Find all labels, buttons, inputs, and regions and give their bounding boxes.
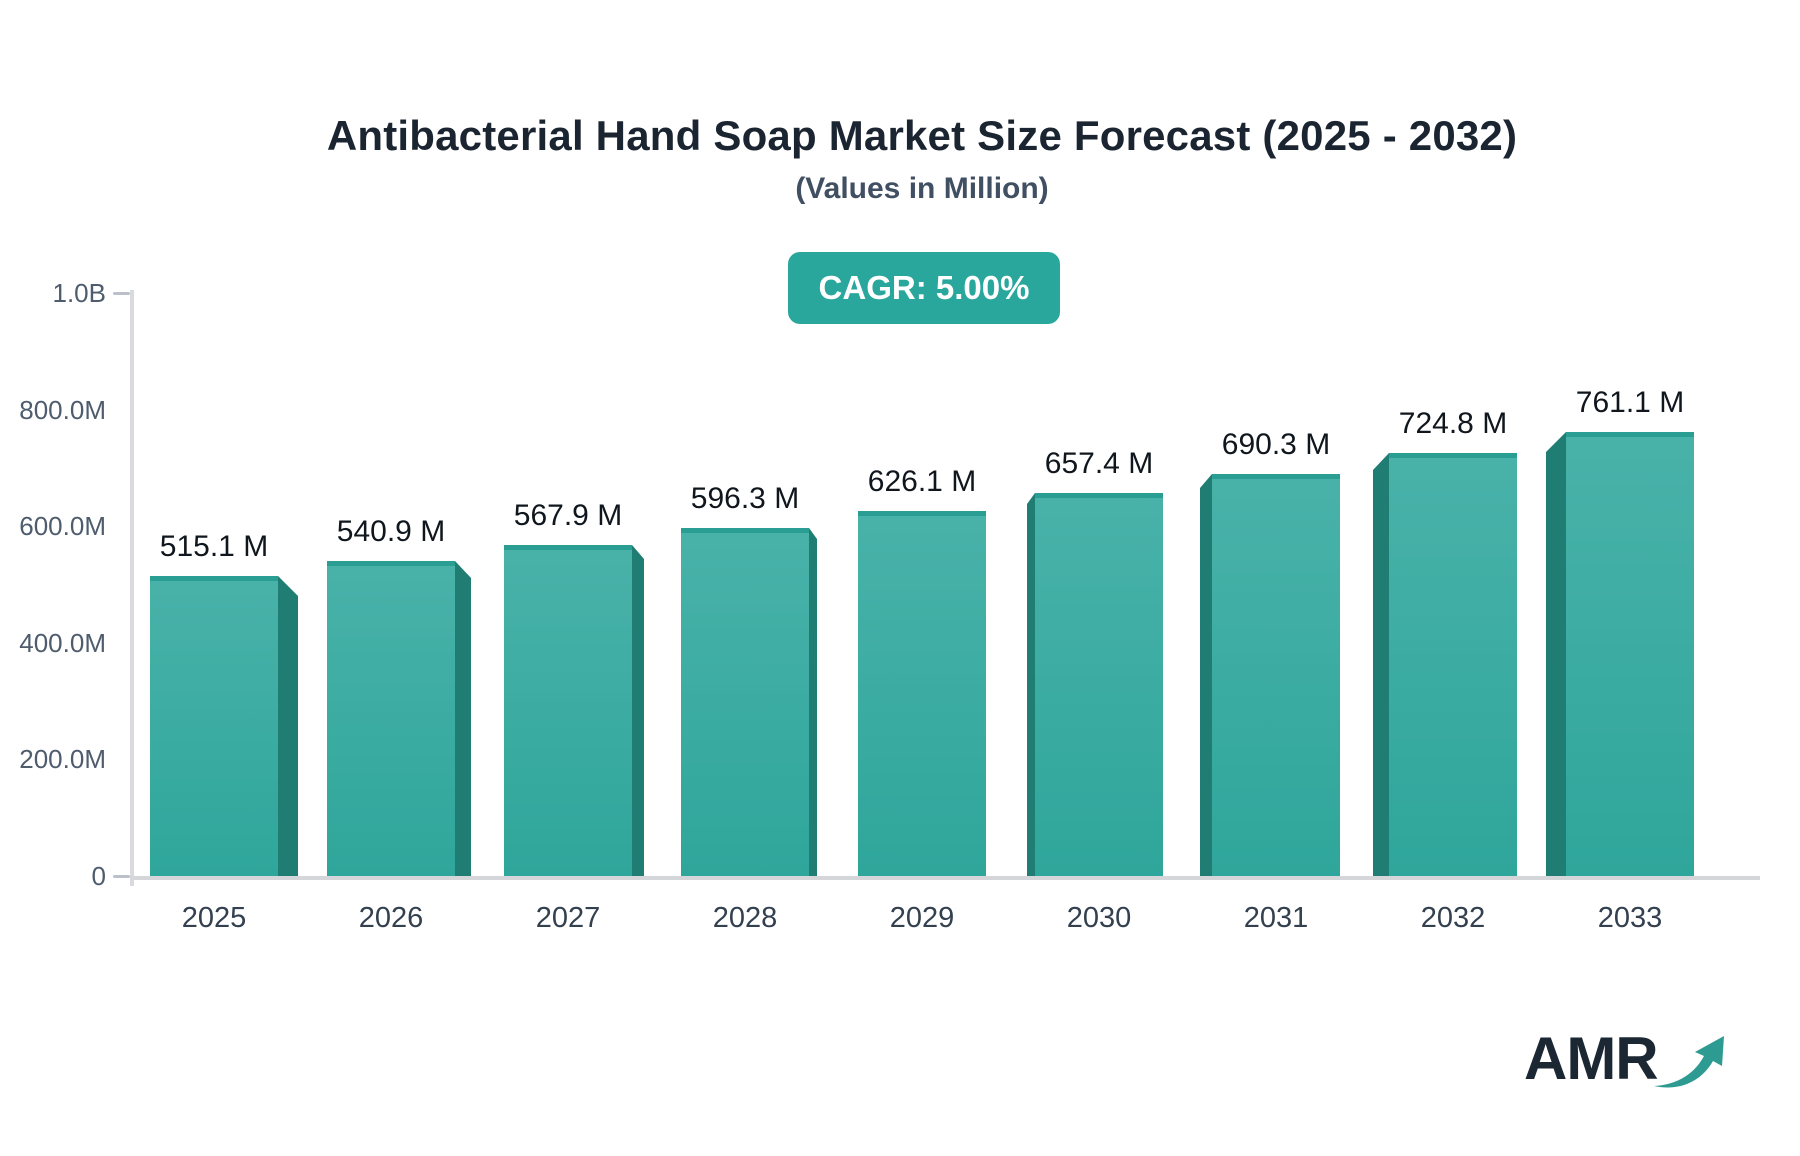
amr-logo-text: AMR <box>1524 1025 1659 1092</box>
x-axis-label-2028: 2028 <box>712 902 778 934</box>
bar-front-face <box>1212 474 1340 876</box>
bar-value-label-2028: 596.3 M <box>690 482 800 515</box>
x-axis-baseline <box>130 876 1760 880</box>
x-axis-label-2033: 2033 <box>1597 902 1663 934</box>
bar-value-label-2029: 626.1 M <box>867 465 977 498</box>
x-axis-label-2031: 2031 <box>1243 902 1309 934</box>
bar-2032[interactable] <box>1373 453 1517 876</box>
bar-top-edge <box>1035 493 1163 498</box>
bar-top-edge <box>1566 432 1694 437</box>
bar-side-face <box>278 576 298 876</box>
bar-top-edge <box>1212 474 1340 479</box>
bar-value-label-2031: 690.3 M <box>1221 428 1331 461</box>
bar-front-face <box>1566 432 1694 876</box>
bar-value-label-2025: 515.1 M <box>159 530 269 563</box>
bar-front-face <box>150 576 278 876</box>
bar-front-face <box>1389 453 1517 876</box>
bar-side-face <box>1546 432 1566 876</box>
bar-2025[interactable] <box>150 576 298 876</box>
x-axis-label-2025: 2025 <box>181 902 247 934</box>
bar-2026[interactable] <box>327 561 471 876</box>
bar-side-face <box>632 545 644 876</box>
x-axis-label-2027: 2027 <box>535 902 601 934</box>
bar-value-label-2026: 540.9 M <box>336 515 446 548</box>
bar-top-edge <box>858 511 986 516</box>
bar-top-edge <box>150 576 278 581</box>
bar-2033[interactable] <box>1546 432 1694 876</box>
y-axis-tick-label-200.0M: 200.0M <box>19 744 106 775</box>
bar-value-label-2027: 567.9 M <box>513 499 623 532</box>
bar-2028[interactable] <box>681 528 817 876</box>
bar-value-label-2032: 724.8 M <box>1398 407 1508 440</box>
bar-front-face <box>681 528 809 876</box>
y-axis-tick-label-600.0M: 600.0M <box>19 511 106 542</box>
bar-2031[interactable] <box>1200 474 1340 876</box>
x-axis-label-2029: 2029 <box>889 902 955 934</box>
bar-top-edge <box>327 561 455 566</box>
bar-front-face <box>504 545 632 876</box>
amr-logo: AMR <box>1524 1028 1724 1108</box>
bar-2029[interactable] <box>858 511 986 876</box>
y-axis-tick-label-400.0M: 400.0M <box>19 627 106 658</box>
bar-side-face <box>455 561 471 876</box>
bar-front-face <box>327 561 455 876</box>
bar-top-edge <box>504 545 632 550</box>
x-axis-label-2030: 2030 <box>1066 902 1132 934</box>
bar-top-edge <box>1389 453 1517 458</box>
bar-side-face <box>1373 453 1389 876</box>
bar-2027[interactable] <box>504 545 644 876</box>
cagr-badge: CAGR: 5.00% <box>788 252 1060 324</box>
bar-front-face <box>1035 493 1163 876</box>
y-axis-tick-mark <box>113 292 130 295</box>
bar-side-face <box>809 528 817 876</box>
chart-title: Antibacterial Hand Soap Market Size Fore… <box>326 112 1518 159</box>
y-axis-tick-label-800.0M: 800.0M <box>19 394 106 425</box>
bar-side-face <box>1200 474 1212 876</box>
y-axis-tick-label-0: 0 <box>91 861 106 891</box>
bar-front-face <box>858 511 986 876</box>
x-axis-label-2032: 2032 <box>1420 902 1486 934</box>
growth-arrow-icon <box>1652 1028 1730 1097</box>
y-axis-line <box>130 290 134 886</box>
bar-value-label-2033: 761.1 M <box>1575 386 1685 419</box>
y-axis-tick-mark <box>113 875 130 878</box>
bar-value-label-2030: 657.4 M <box>1044 447 1154 480</box>
bar-2030[interactable] <box>1027 493 1163 876</box>
y-axis-tick-label-1.0B: 1.0B <box>52 278 107 308</box>
x-axis-label-2026: 2026 <box>358 902 424 934</box>
bar-side-face <box>1027 493 1035 876</box>
chart-subtitle: (Values in Million) <box>795 172 1049 205</box>
bar-top-edge <box>681 528 809 533</box>
